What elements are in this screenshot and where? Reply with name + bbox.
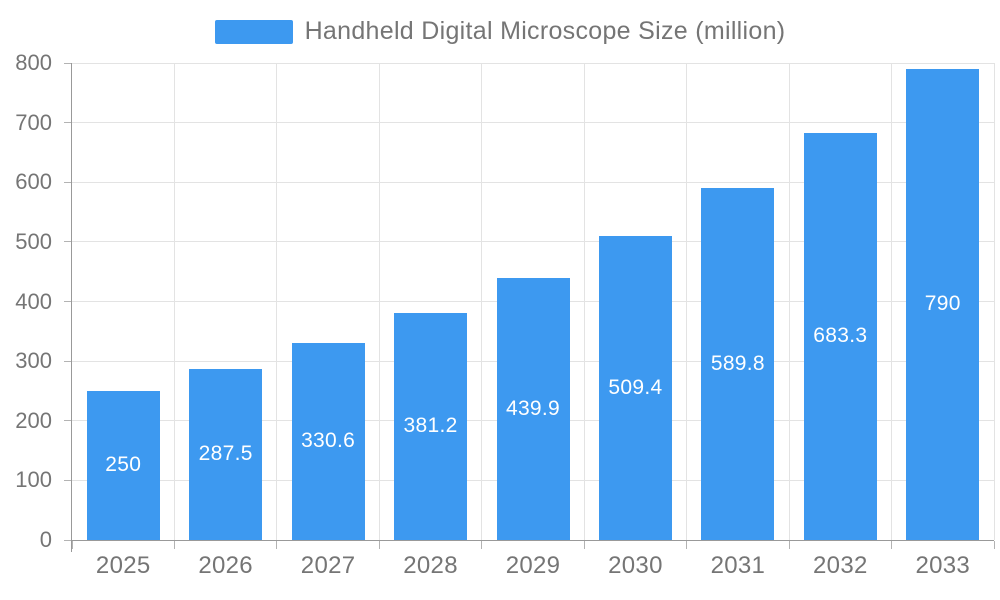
x-gridline-7 [788,63,790,540]
y-tick-800 [64,62,72,64]
bar-value-label-2027: 330.6 [301,429,356,453]
x-axis-label-2030: 2030 [608,552,663,579]
x-tick-2 [276,541,278,549]
x-axis-label-2025: 2025 [95,552,151,579]
bar-value-label-2028: 381.2 [403,414,458,438]
x-axis-line [72,540,994,541]
y-axis-line [71,63,72,552]
x-gridline-2 [276,63,278,540]
bar-value-label-2030: 509.4 [608,376,663,400]
bar-2027[interactable]: 330.6 [291,342,365,540]
y-gridline-700 [72,122,994,124]
y-tick-0 [64,539,72,541]
x-tick-0 [71,541,73,549]
x-gridline-4 [481,63,483,540]
y-axis-label-700: 700 [15,109,52,135]
bar-value-label-2026: 287.5 [198,442,253,466]
y-gridline-600 [72,181,994,183]
bar-2032[interactable]: 683.3 [803,132,877,540]
y-axis-label-0: 0 [39,527,52,552]
bar-value-label-2031: 589.8 [710,352,765,376]
y-tick-600 [64,181,72,183]
y-axis-label-200: 200 [15,407,52,433]
x-axis-label-2031: 2031 [710,552,766,579]
y-axis-label-100: 100 [15,467,52,493]
x-tick-6 [686,541,688,549]
x-axis-label-2026: 2026 [198,552,253,579]
y-tick-300 [64,360,72,362]
y-axis-label-400: 400 [15,288,52,314]
bar-2029[interactable]: 439.9 [496,277,570,540]
x-tick-3 [378,541,380,549]
bar-value-label-2032: 683.3 [813,324,868,348]
y-axis-label-600: 600 [15,169,52,195]
x-axis-label-2033: 2033 [915,552,971,579]
x-gridline-1 [173,63,175,540]
bar-2030[interactable]: 509.4 [598,236,672,540]
x-axis-label-2028: 2028 [403,552,458,579]
x-tick-4 [481,541,483,549]
x-tick-8 [891,541,893,549]
bar-2026[interactable]: 287.5 [189,368,263,540]
legend-swatch [214,19,293,44]
y-tick-700 [64,122,72,124]
x-tick-7 [788,541,790,549]
x-gridline-3 [378,63,380,540]
x-axis-label-2029: 2029 [505,552,561,579]
x-gridline-5 [583,63,585,540]
bar-value-label-2029: 439.9 [505,396,561,420]
legend-item[interactable]: Handheld Digital Microscope Size (millio… [0,17,1000,46]
y-axis-label-300: 300 [15,348,52,374]
x-gridline-6 [686,63,688,540]
plot-area: 0 100 200 300 400 500 600 700 800 250 2025 287.5 202… [15,50,995,579]
x-gridline-9 [993,63,995,540]
y-axis-label-800: 800 [15,50,52,75]
y-axis-label-500: 500 [15,228,52,254]
x-axis-label-2027: 2027 [300,552,356,579]
x-tick-5 [583,541,585,549]
bar-2031[interactable]: 589.8 [701,188,775,540]
y-tick-200 [64,420,72,422]
x-axis-label-2032: 2032 [813,552,868,579]
bar-value-label-2025: 250 [105,453,142,477]
bar-value-label-2033: 790 [924,292,961,316]
bar-2025[interactable]: 250 [86,390,160,540]
legend-label: Handheld Digital Microscope Size (millio… [304,17,786,45]
y-gridline-500 [72,241,994,243]
bar-2033[interactable]: 790 [906,68,980,540]
y-tick-400 [64,301,72,302]
x-tick-1 [173,541,175,549]
y-gridline-800 [72,62,994,64]
bar-2028[interactable]: 381.2 [394,312,468,540]
x-gridline-8 [891,63,893,540]
y-tick-500 [64,241,72,243]
x-tick-9 [993,541,995,549]
y-tick-100 [64,479,72,481]
